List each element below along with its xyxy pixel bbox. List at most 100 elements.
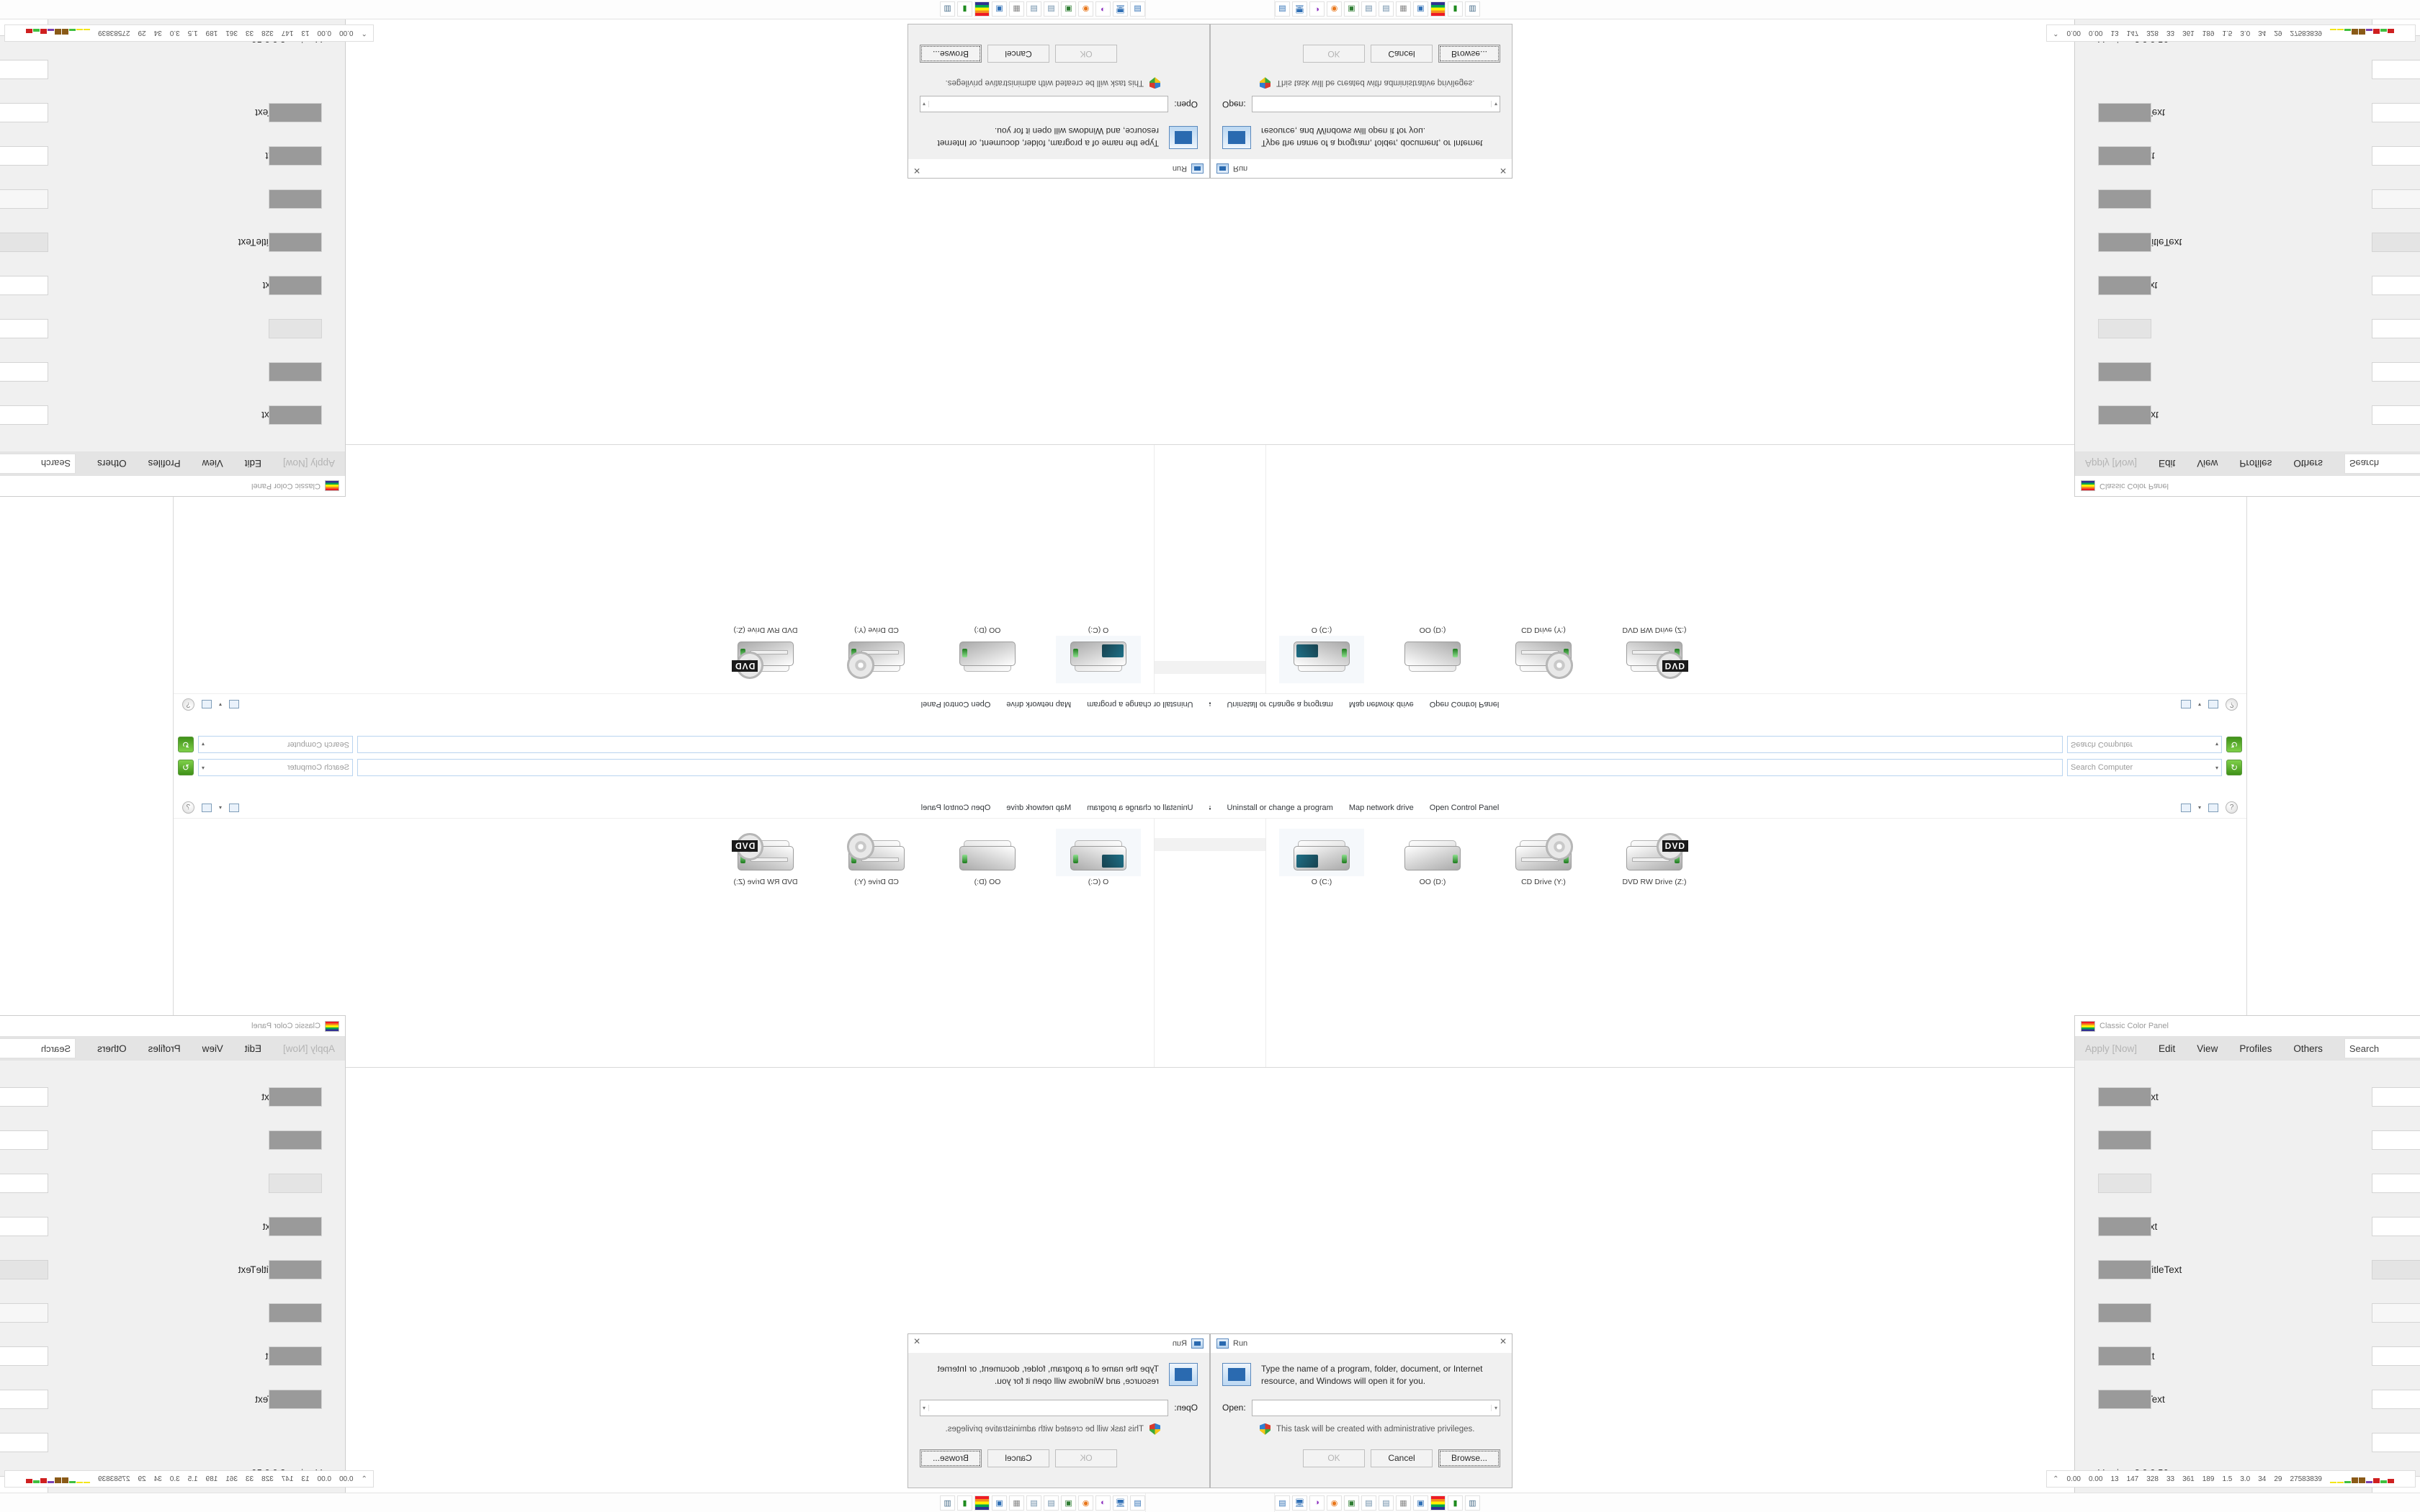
tree-item[interactable]: CD Drive (Y:) <box>1210 621 1265 635</box>
tree-item[interactable]: Ease of Access <box>1155 528 1210 541</box>
tree-item[interactable]: OO (D:) <box>1155 634 1210 648</box>
tree-item[interactable]: Programs <box>1155 1011 1210 1025</box>
color-swatch[interactable] <box>0 60 48 80</box>
color-row[interactable]: ActiveTitle <box>0 394 48 437</box>
firefox-icon[interactable]: ◉ <box>1078 1 1093 17</box>
run-open-input[interactable]: ▾ <box>920 1399 1169 1416</box>
menu-edit[interactable]: Edit <box>2159 1043 2176 1054</box>
navigation-pane[interactable]: DesktopComputerO (C:)OO (D:)CD Drive (Y:… <box>1210 819 1266 1067</box>
address-input[interactable]: ▸ Computer ▾ <box>357 759 1210 776</box>
menu-view[interactable]: View <box>202 1043 223 1054</box>
chevron-up-icon[interactable]: ⌃ <box>2053 29 2059 37</box>
color-row[interactable]: Menu <box>2372 1421 2420 1464</box>
tree-item[interactable]: Appearance and Personalization <box>1155 945 1210 958</box>
drive-item[interactable]: O (C:) <box>1279 829 1364 886</box>
color-swatch[interactable] <box>269 189 322 210</box>
tree-item[interactable]: Network and Internet <box>1210 998 1265 1012</box>
map-network-drive-button[interactable]: Map network drive <box>1006 700 1072 709</box>
color-swatch[interactable] <box>2372 1389 2420 1409</box>
color-row[interactable]: ButtonHilight <box>0 1205 48 1248</box>
tree-item[interactable]: OO (D:) <box>1155 865 1210 878</box>
color-row[interactable]: WindowText <box>155 1377 322 1421</box>
color-row[interactable]: InactiveTitleText <box>2098 221 2265 264</box>
color-row[interactable]: ButtonHilight <box>0 264 48 307</box>
color-swatch[interactable] <box>269 362 322 382</box>
drive-item[interactable]: DVD DVD RW Drive (Z:) <box>1612 626 1697 683</box>
change-view-icon[interactable] <box>229 803 240 812</box>
color-row[interactable]: InactiveTitleText <box>155 221 322 264</box>
terminal-green-icon[interactable]: ▮ <box>957 1495 972 1511</box>
navigation-pane[interactable]: DesktopComputerO (C:)OO (D:)CD Drive (Y:… <box>1154 819 1210 1067</box>
tree-item[interactable]: CD Drive (Y:) <box>1155 878 1210 891</box>
taskbar-start-area[interactable] <box>1210 0 1275 19</box>
tree-item[interactable]: Recycle Bin <box>1155 1051 1210 1065</box>
menu-view[interactable]: View <box>202 458 223 469</box>
tree-item[interactable]: OO (D:) <box>1210 634 1265 648</box>
save-64-icon[interactable]: ▣ <box>992 1 1007 17</box>
ok-button[interactable]: OK <box>1303 1449 1365 1467</box>
close-button[interactable]: ✕ <box>913 1336 921 1346</box>
color-row[interactable]: ActiveTitle <box>2372 1075 2420 1118</box>
color-swatch[interactable] <box>269 405 322 426</box>
color-swatch[interactable] <box>2098 1216 2151 1236</box>
monitor-tool-icon[interactable]: ▥ <box>1465 1 1480 17</box>
color-swatch[interactable] <box>2098 146 2151 166</box>
color-row[interactable]: InactiveTitle <box>0 1334 48 1377</box>
color-swatch[interactable] <box>0 1173 48 1193</box>
color-row[interactable]: Menu <box>0 1421 48 1464</box>
color-row[interactable]: GrayText <box>2098 1161 2265 1205</box>
browse-button[interactable]: Browse... <box>1438 1449 1500 1467</box>
color-row[interactable]: ActiveTitle <box>0 1075 48 1118</box>
color-row[interactable]: ButtonText <box>155 1075 322 1118</box>
tree-item[interactable]: Network and Internet <box>1155 501 1210 515</box>
tree-item[interactable]: Network and Internet <box>1155 998 1210 1012</box>
drive-item[interactable]: OO (D:) <box>1390 626 1475 683</box>
open-control-panel-button[interactable]: Open Control Panel <box>920 803 991 812</box>
color-row[interactable]: MenuText <box>155 1334 322 1377</box>
color-swatch[interactable] <box>2098 233 2151 253</box>
tree-item[interactable]: Network <box>1210 904 1265 918</box>
browse-button[interactable]: Browse... <box>1438 45 1500 63</box>
color-row[interactable]: Background <box>0 1118 48 1161</box>
tree-item[interactable]: OO (D:) <box>1210 865 1265 878</box>
tree-item[interactable]: DVD RW Drive (Z:) <box>1210 608 1265 621</box>
help-icon[interactable]: ? <box>182 698 194 711</box>
tree-item[interactable]: Appearance and Personalization <box>1210 945 1265 958</box>
menu-edit[interactable]: Edit <box>244 1043 261 1054</box>
color-row[interactable]: InfoText <box>2098 178 2265 221</box>
color-swatch[interactable] <box>2372 1259 2420 1279</box>
screen-tool-icon[interactable]: ▣ <box>1061 1 1076 17</box>
color-swatch[interactable] <box>0 1086 48 1107</box>
drive-item[interactable]: O (C:) <box>1056 626 1141 683</box>
color-row[interactable]: InfoWindow <box>0 91 48 135</box>
menu-others[interactable]: Others <box>97 458 127 469</box>
tree-item[interactable]: Desktop <box>1210 824 1265 838</box>
color-swatch[interactable] <box>0 1259 48 1279</box>
color-row[interactable]: ButtonShadow <box>0 221 48 264</box>
drive-item[interactable]: OO (D:) <box>945 626 1030 683</box>
chevron-down-icon[interactable]: ▾ <box>219 804 223 811</box>
menu-others[interactable]: Others <box>97 1043 127 1054</box>
notepad-icon[interactable]: ▤ <box>1044 1 1059 17</box>
cancel-button[interactable]: Cancel <box>1371 1449 1433 1467</box>
color-swatch[interactable] <box>2098 189 2151 210</box>
tree-item[interactable]: System and Security <box>1155 474 1210 488</box>
color-swatch[interactable] <box>0 103 48 123</box>
notepad-icon[interactable]: ▤ <box>1379 1 1394 17</box>
close-button[interactable]: ✕ <box>1499 166 1507 176</box>
color-row[interactable]: InactiveTitle <box>0 135 48 178</box>
tree-item[interactable]: User Accounts and Family Safety <box>1210 1038 1265 1051</box>
color-swatch[interactable] <box>0 189 48 210</box>
save-64-icon[interactable]: ▣ <box>992 1495 1007 1511</box>
color-row[interactable]: ButtonFace <box>2372 307 2420 351</box>
cancel-button[interactable]: Cancel <box>1371 45 1433 63</box>
color-swatch[interactable] <box>0 146 48 166</box>
chevron-down-icon[interactable]: ▾ <box>2215 741 2218 748</box>
tree-item[interactable]: Clock, Language, and Region <box>1155 541 1210 555</box>
color-row[interactable]: ButtonShadow <box>2372 221 2420 264</box>
color-swatch[interactable] <box>2372 146 2420 166</box>
color-swatch[interactable] <box>2098 1259 2151 1279</box>
refresh-button[interactable]: ↻ <box>178 737 194 752</box>
color-row[interactable]: InfoWindow <box>0 1377 48 1421</box>
tree-item[interactable]: Hardware and Sound <box>1155 515 1210 528</box>
